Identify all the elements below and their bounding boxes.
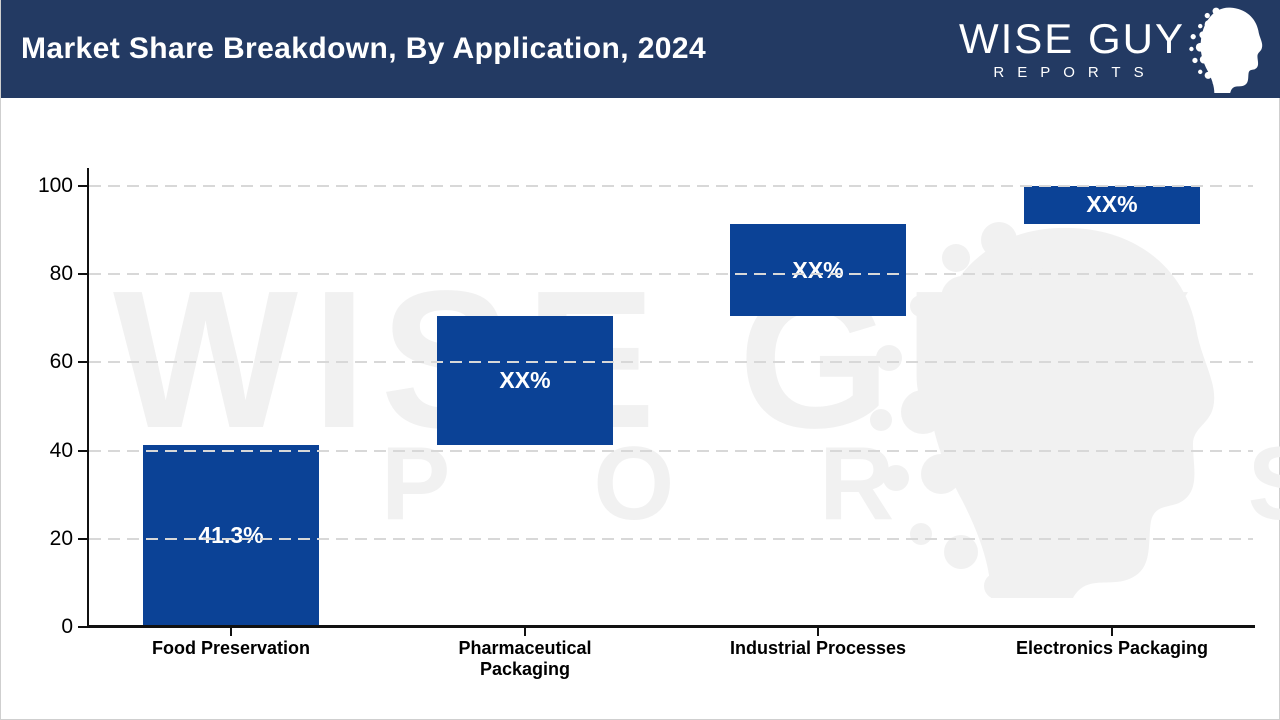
- chart-title: Market Share Breakdown, By Application, …: [21, 32, 707, 65]
- wise-guy-logo: WISE GUY REPORTS: [959, 5, 1267, 93]
- bar-value-label: XX%: [792, 256, 844, 283]
- y-tick-label: 40: [49, 438, 73, 462]
- bar-industrial-processes[interactable]: XX%: [730, 223, 906, 317]
- bar-value-label: XX%: [499, 366, 551, 393]
- y-axis-line: [87, 168, 89, 628]
- x-tick-mark: [524, 628, 526, 636]
- y-tick-mark: [78, 185, 87, 187]
- x-axis-label-electronics-packaging: Electronics Packaging: [1015, 638, 1209, 658]
- watermark-face-dots: [870, 222, 1215, 598]
- y-tick-mark: [78, 273, 87, 276]
- y-tick-label: 60: [49, 350, 73, 374]
- x-tick-mark: [230, 628, 232, 636]
- y-tick-mark: [78, 537, 87, 540]
- logo-name: WISE GUY: [958, 14, 1185, 62]
- gridline: [89, 449, 1253, 452]
- bar-food-preservation[interactable]: 41.3%: [143, 444, 319, 627]
- x-axis-label-industrial-processes: Industrial Processes: [729, 638, 907, 658]
- logo-subtitle: REPORTS: [993, 63, 1157, 81]
- y-tick-mark: [78, 361, 87, 364]
- y-tick-mark: [78, 626, 87, 628]
- bar-value-label: XX%: [1086, 191, 1138, 218]
- bar-value-label: 41.3%: [198, 522, 264, 549]
- gridline: [89, 273, 1253, 276]
- x-tick-mark: [1111, 628, 1113, 636]
- x-axis-label-pharmaceutical-packaging: Pharmaceutical Packaging: [458, 638, 592, 679]
- y-tick-label: 20: [49, 526, 73, 550]
- gridline: [89, 537, 1253, 540]
- face-profile-icon: [1189, 7, 1263, 93]
- gridline: [89, 361, 1253, 364]
- x-axis-label-food-preservation: Food Preservation: [151, 638, 311, 658]
- y-tick-mark: [78, 449, 87, 452]
- y-tick-label: 80: [49, 262, 73, 286]
- x-axis-line: [87, 625, 1255, 628]
- gridline: [89, 185, 1253, 187]
- y-tick-label: 100: [37, 174, 73, 197]
- bar-electronics-packaging[interactable]: XX%: [1024, 186, 1200, 224]
- x-tick-mark: [817, 628, 819, 636]
- bar-pharmaceutical-packaging[interactable]: XX%: [437, 316, 613, 445]
- y-tick-label: 0: [61, 615, 73, 638]
- plot-area: 41.3% XX% XX% XX% Food Preservation Phar…: [1, 98, 1280, 720]
- header-bar: Market Share Breakdown, By Application, …: [1, 0, 1280, 98]
